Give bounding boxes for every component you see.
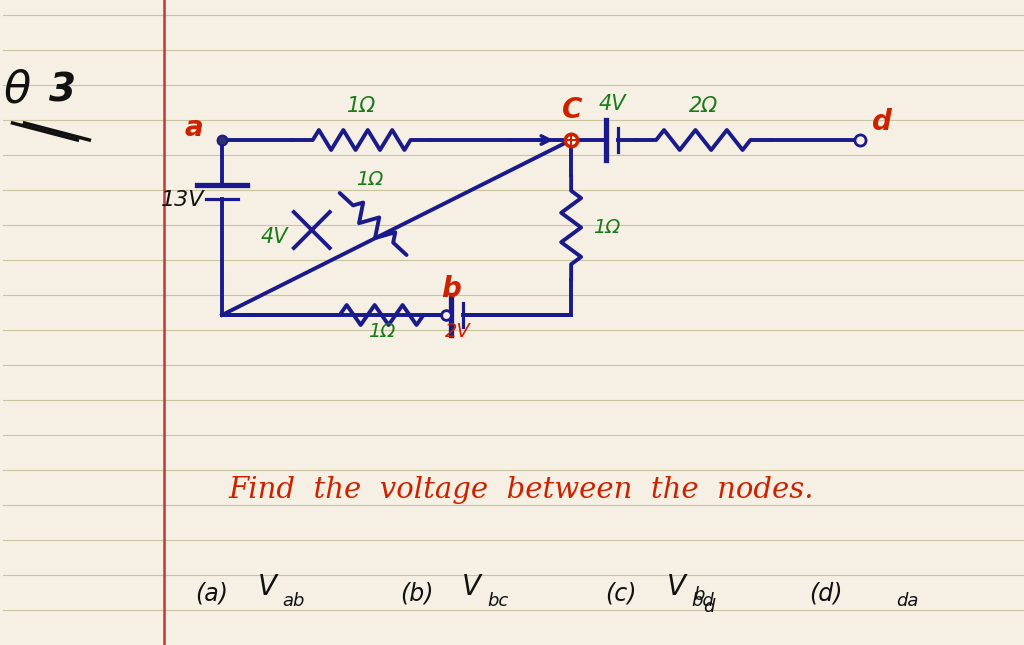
Text: 3: 3 — [49, 71, 76, 109]
Text: 1Ω: 1Ω — [356, 170, 383, 189]
Text: 4V: 4V — [260, 227, 288, 247]
Text: V: V — [462, 573, 481, 601]
Text: 2Ω: 2Ω — [689, 96, 718, 116]
Text: bd: bd — [691, 592, 714, 610]
Text: V: V — [257, 573, 276, 601]
Text: C: C — [562, 96, 583, 124]
Text: (c): (c) — [605, 581, 637, 605]
Text: b: b — [693, 586, 705, 604]
Text: 1Ω: 1Ω — [593, 218, 621, 237]
Text: (b): (b) — [399, 581, 433, 605]
Text: Find  the  voltage  between  the  nodes.: Find the voltage between the nodes. — [228, 476, 814, 504]
Text: d: d — [703, 598, 715, 616]
Text: V: V — [667, 573, 685, 601]
Text: $\theta$: $\theta$ — [3, 68, 32, 112]
Text: da: da — [896, 592, 919, 610]
Text: 1Ω: 1Ω — [368, 322, 395, 341]
Text: a: a — [184, 114, 204, 142]
Text: 13V: 13V — [161, 190, 204, 210]
Text: 2V: 2V — [444, 322, 470, 341]
Text: d: d — [872, 108, 892, 136]
Text: (d): (d) — [809, 581, 843, 605]
Text: 1Ω: 1Ω — [347, 96, 376, 116]
Text: (a): (a) — [196, 581, 228, 605]
Text: 4V: 4V — [598, 94, 626, 114]
Text: bc: bc — [487, 592, 509, 610]
Text: b: b — [441, 275, 462, 303]
Text: ab: ab — [283, 592, 305, 610]
